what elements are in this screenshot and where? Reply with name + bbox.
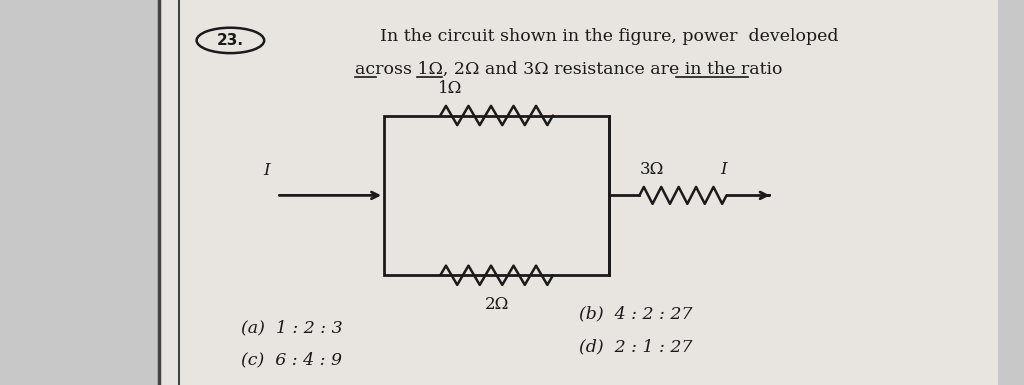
Bar [159,0,998,385]
Text: I: I [263,162,269,179]
Text: (a)  1 : 2 : 3: (a) 1 : 2 : 3 [241,320,342,336]
Text: 1Ω: 1Ω [438,80,463,97]
Text: I: I [721,161,727,178]
Text: 2Ω: 2Ω [484,296,509,313]
Text: In the circuit shown in the figure, power  developed: In the circuit shown in the figure, powe… [380,28,839,45]
Text: across 1Ω, 2Ω and 3Ω resistance are in the ratio: across 1Ω, 2Ω and 3Ω resistance are in t… [354,61,782,78]
Text: (b)  4 : 2 : 27: (b) 4 : 2 : 27 [579,305,692,322]
Bar [384,116,609,275]
Text: 23.: 23. [217,33,244,48]
Text: (d)  2 : 1 : 27: (d) 2 : 1 : 27 [579,338,692,355]
Text: 3Ω: 3Ω [640,161,665,178]
Text: (c)  6 : 4 : 9: (c) 6 : 4 : 9 [241,352,342,368]
